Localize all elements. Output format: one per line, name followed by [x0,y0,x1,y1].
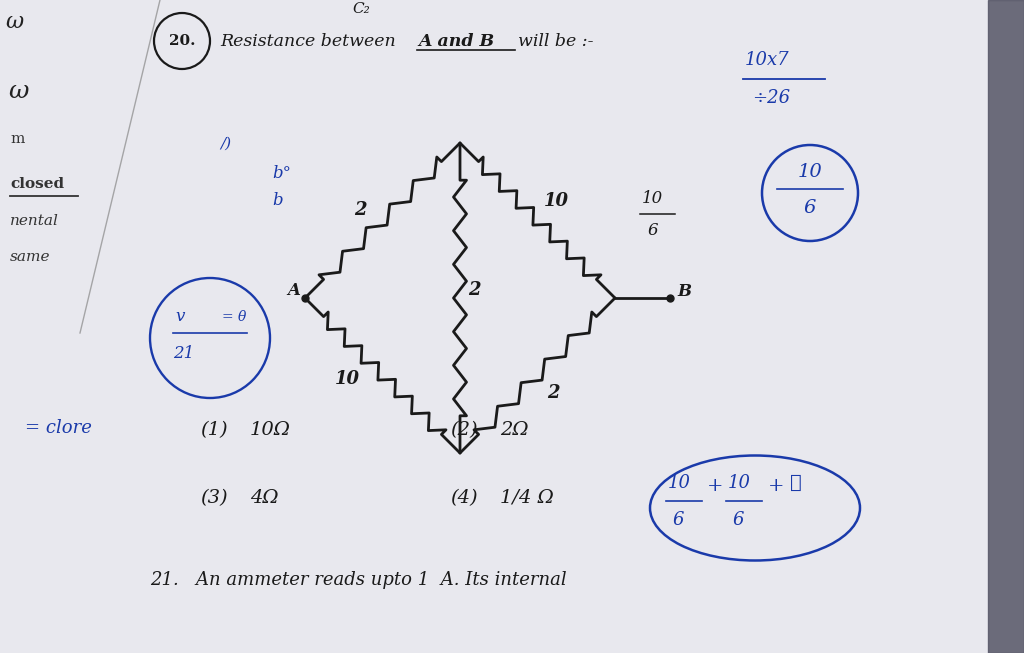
Text: (4): (4) [450,489,477,507]
Text: 2Ω: 2Ω [500,421,528,439]
Text: b°: b° [272,165,291,182]
Text: C₂: C₂ [352,2,370,16]
Text: ℓ: ℓ [790,474,802,492]
Text: 10Ω: 10Ω [250,421,291,439]
Text: Resistance between: Resistance between [220,33,395,50]
Text: +: + [707,477,724,495]
Text: 10: 10 [798,163,822,181]
Text: 10: 10 [642,190,664,207]
Text: 6: 6 [648,222,658,239]
Text: v: v [175,308,184,325]
Text: (1): (1) [200,421,227,439]
Text: = clore: = clore [25,419,92,437]
Text: 2: 2 [354,200,367,219]
Text: 10: 10 [544,191,568,210]
Text: 20.: 20. [169,34,196,48]
Text: 21: 21 [173,345,195,362]
Text: 1/4 Ω: 1/4 Ω [500,489,554,507]
Text: 6: 6 [804,199,816,217]
Text: ω: ω [5,11,24,33]
Text: closed: closed [10,177,65,191]
Text: 10: 10 [668,474,691,492]
Text: 10x7: 10x7 [745,51,790,69]
Text: /): /) [220,137,231,151]
Text: 6: 6 [732,511,743,529]
Text: 2: 2 [548,383,560,402]
Text: 4Ω: 4Ω [250,489,279,507]
Text: = θ: = θ [222,310,247,324]
Text: 2: 2 [468,281,480,299]
Bar [988,0,1024,653]
Text: A: A [287,282,300,299]
Text: b: b [272,192,283,209]
Text: 10: 10 [728,474,751,492]
Text: same: same [10,250,50,264]
Text: A and B: A and B [418,33,495,50]
Text: +: + [768,477,784,495]
Text: will be :-: will be :- [518,33,594,50]
Text: 10: 10 [335,370,359,387]
Text: (2): (2) [450,421,477,439]
Text: 6: 6 [672,511,683,529]
Text: m: m [10,132,25,146]
Text: B: B [677,283,691,300]
Text: ÷26: ÷26 [752,89,791,107]
Text: nental: nental [10,214,58,228]
Text: 21.   An ammeter reads upto 1  A. Its internal: 21. An ammeter reads upto 1 A. Its inter… [150,571,566,589]
Text: (3): (3) [200,489,227,507]
Text: ω: ω [8,80,29,103]
